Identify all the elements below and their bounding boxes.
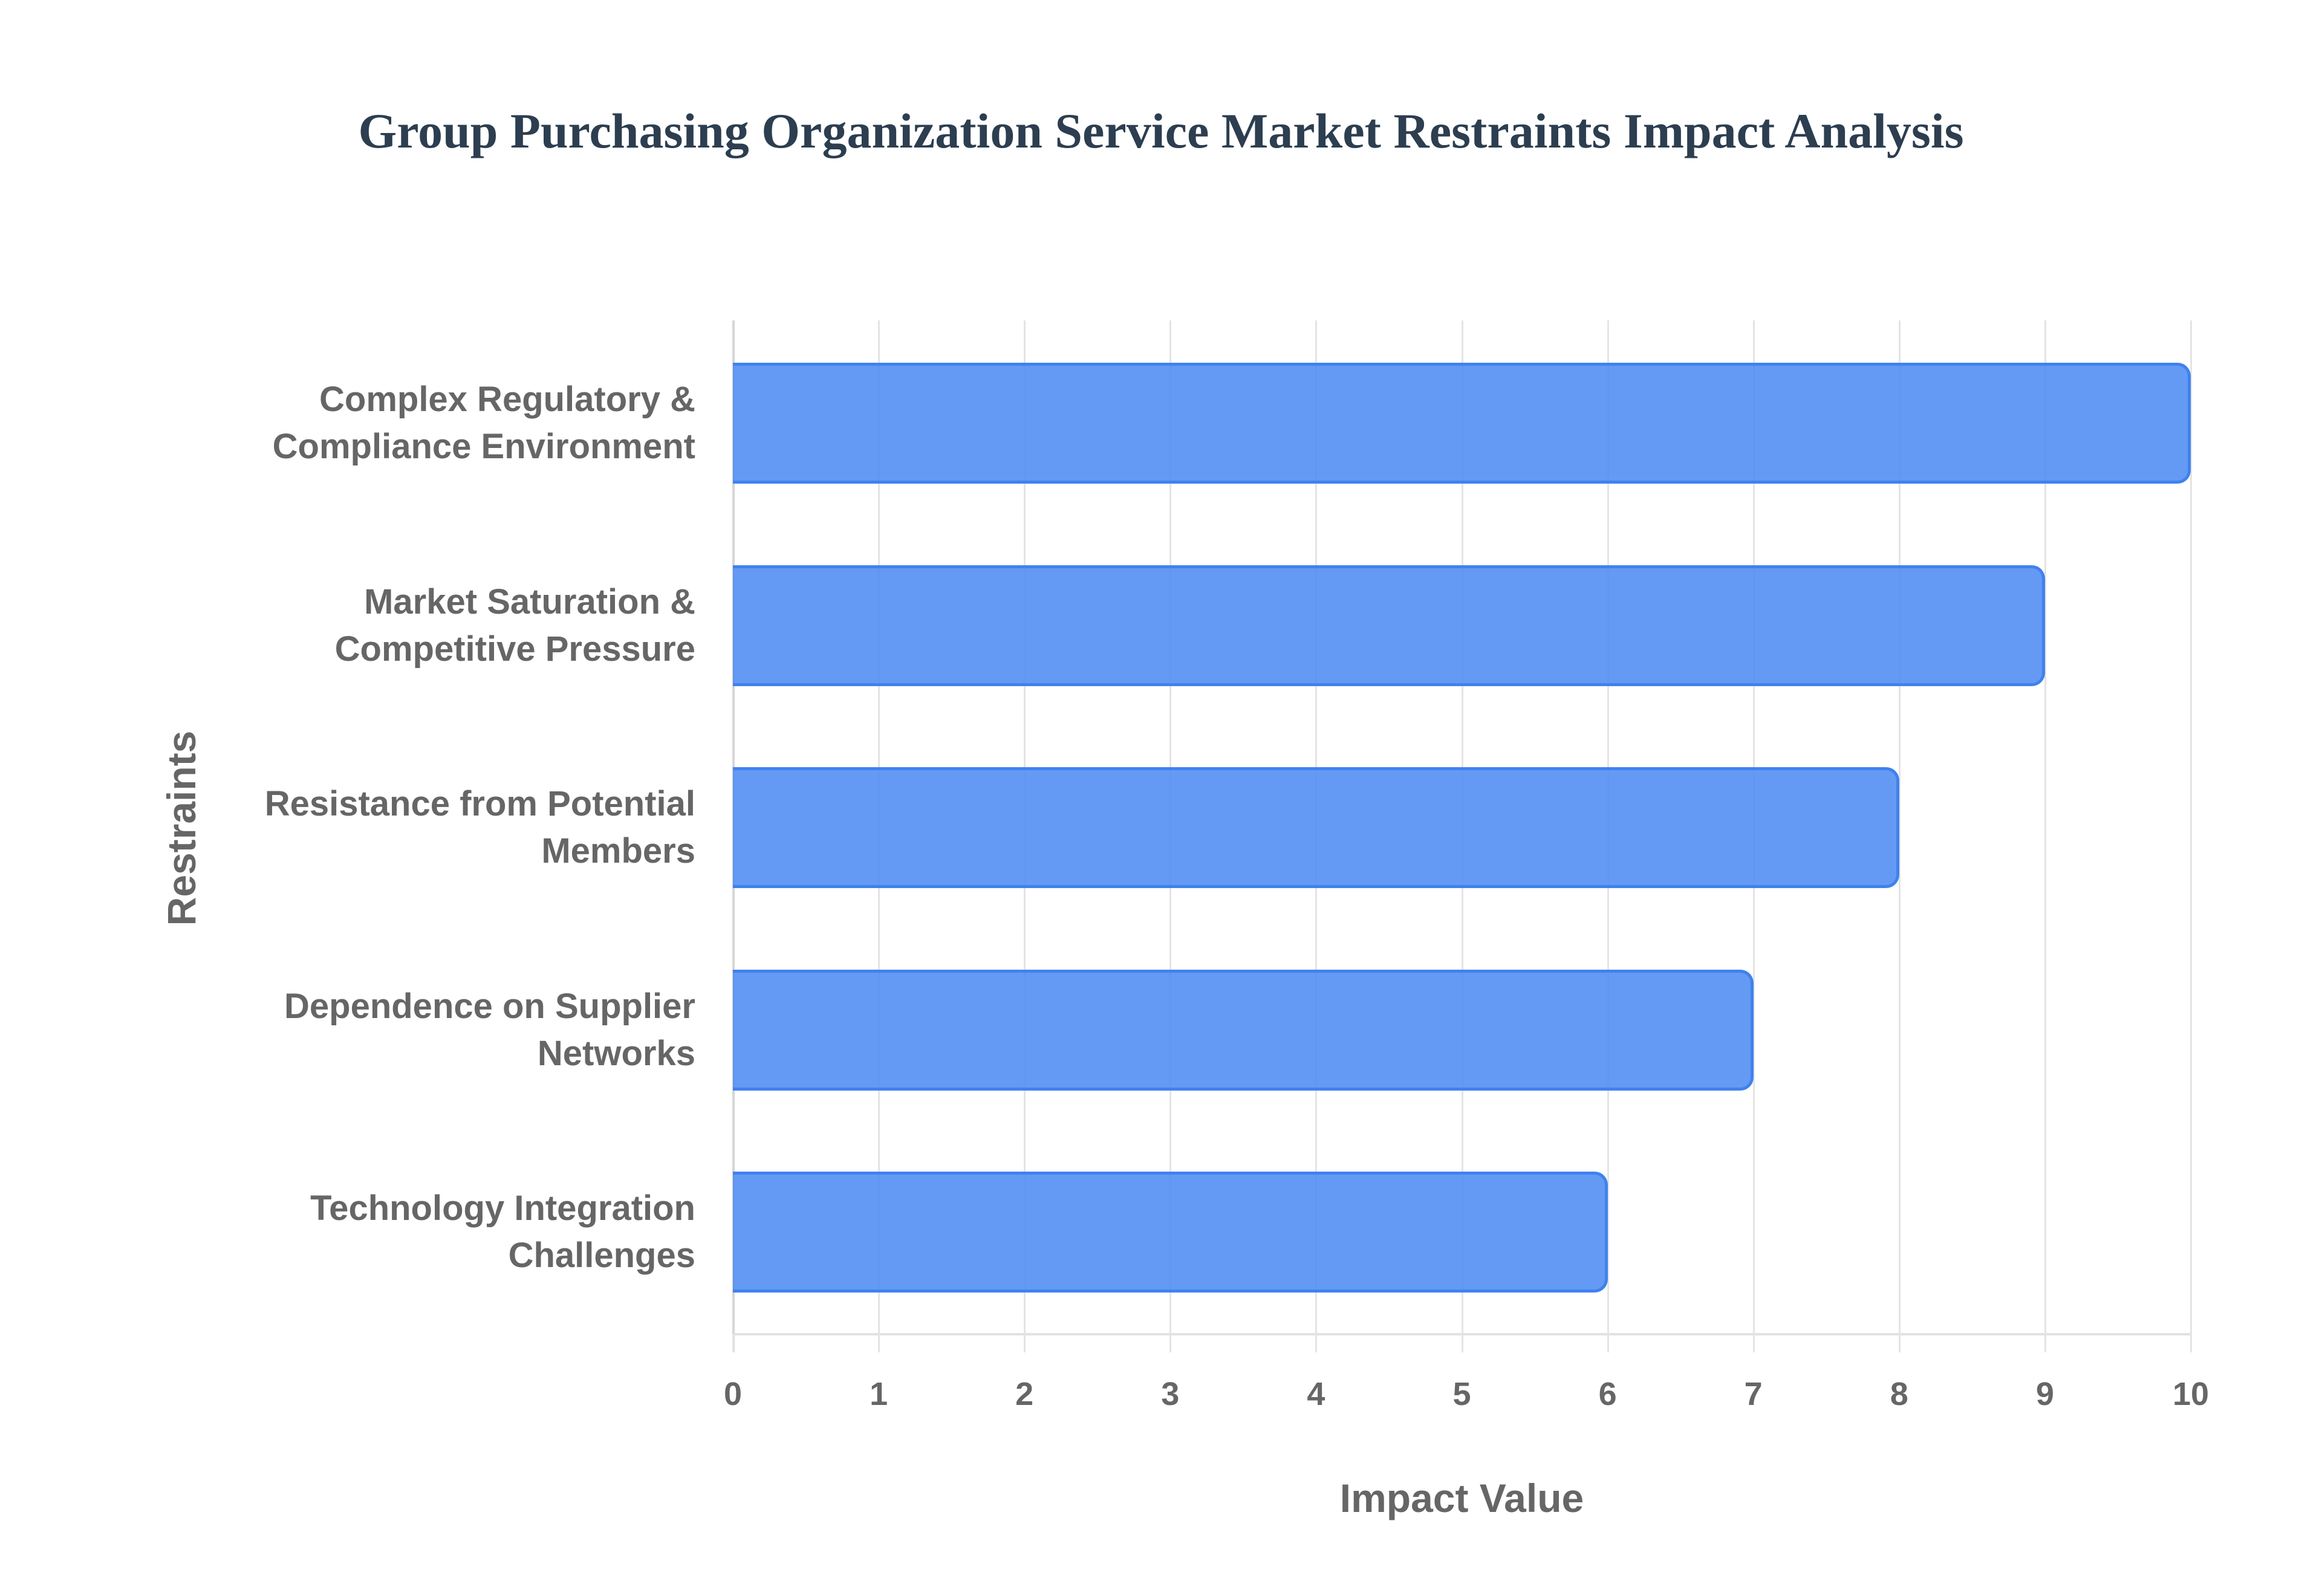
bar[interactable] (733, 363, 2191, 484)
y-category-label: Technology Integration Challenges (310, 1189, 695, 1275)
x-tick-label: 2 (1015, 1376, 1034, 1412)
x-tick-label: 0 (723, 1376, 743, 1412)
x-tick-label: 6 (1598, 1376, 1617, 1412)
bar[interactable] (733, 1172, 1608, 1293)
y-category-label: Complex Regulatory & Compliance Environme… (272, 380, 695, 466)
bar[interactable] (733, 969, 1754, 1091)
tick-mark (2190, 1334, 2192, 1352)
x-axis-title: Impact Value (1339, 1476, 1584, 1520)
y-category-label: Resistance from Potential Members (264, 784, 695, 871)
x-tick-label: 4 (1307, 1376, 1325, 1412)
bar[interactable] (733, 767, 1899, 888)
tick-mark (1024, 1334, 1026, 1352)
tick-mark (1461, 1334, 1463, 1352)
y-category-label: Dependence on Supplier Networks (284, 986, 695, 1073)
bar[interactable] (733, 565, 2045, 686)
plot-area: 0 1 2 3 4 5 6 7 8 9 10 (724, 320, 2209, 1412)
y-category-label: Market Saturation & Competitive Pressure (334, 582, 695, 669)
x-tick-label: 7 (1744, 1376, 1763, 1412)
tick-mark (878, 1334, 880, 1352)
tick-mark (1607, 1334, 1609, 1352)
gridline (2190, 320, 2192, 1334)
tick-mark (1315, 1334, 1318, 1352)
gridline (2044, 320, 2046, 1334)
gridline (1898, 320, 1901, 1334)
x-tick-label: 3 (1161, 1376, 1180, 1412)
x-tick-label: 8 (1890, 1376, 1908, 1412)
x-tick-label: 1 (870, 1376, 888, 1412)
tick-mark (1898, 1334, 1901, 1352)
tick-mark (2044, 1334, 2046, 1352)
tick-mark (732, 1334, 734, 1352)
x-tick-label: 10 (2172, 1376, 2210, 1412)
chart-title: Group Purchasing Organization Service Ma… (358, 103, 1964, 158)
x-tick-label: 9 (2035, 1376, 2054, 1412)
tick-mark (1752, 1334, 1755, 1352)
x-tick-label: 5 (1452, 1376, 1471, 1412)
tick-mark (1169, 1334, 1172, 1352)
